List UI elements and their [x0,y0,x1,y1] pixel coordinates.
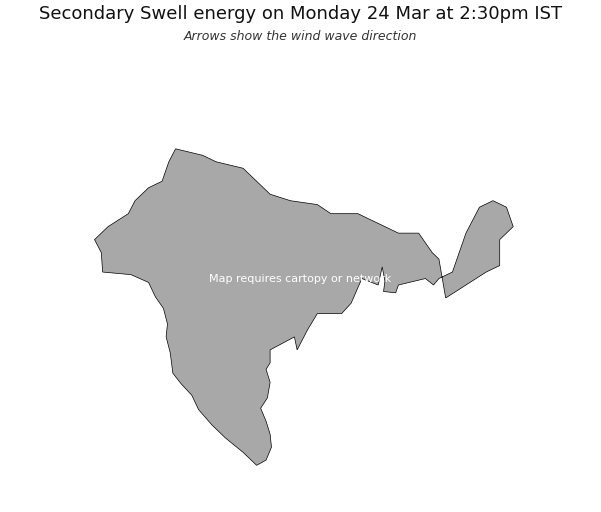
Polygon shape [94,149,513,465]
Text: Arrows show the wind wave direction: Arrows show the wind wave direction [184,30,417,42]
Text: Map requires cartopy or network: Map requires cartopy or network [209,273,392,284]
Text: Secondary Swell energy on Monday 24 Mar at 2:30pm IST: Secondary Swell energy on Monday 24 Mar … [39,6,562,24]
